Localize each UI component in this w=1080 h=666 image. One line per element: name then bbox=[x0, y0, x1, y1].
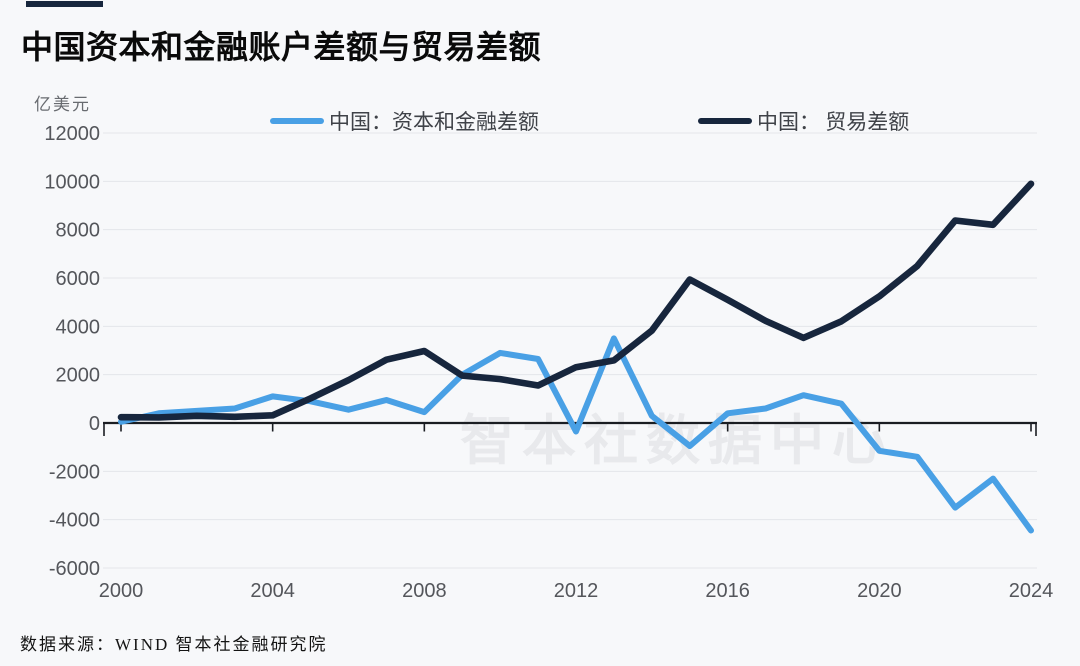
y-tick-label: 0 bbox=[89, 413, 100, 435]
x-tick-label: 2020 bbox=[857, 580, 902, 602]
x-tick-label: 2008 bbox=[402, 580, 447, 602]
watermark: 智本社数据中心 bbox=[460, 411, 894, 471]
y-tick-label: 2000 bbox=[56, 365, 101, 387]
y-tick-label: 6000 bbox=[56, 268, 101, 290]
y-axis-unit-label: 亿美元 bbox=[34, 95, 91, 114]
y-tick-label: 8000 bbox=[56, 220, 101, 242]
x-tick-label: 2000 bbox=[99, 580, 144, 602]
legend-label-trade: 中国： 贸易差额 bbox=[757, 110, 910, 134]
y-tick-label: -6000 bbox=[49, 558, 100, 580]
x-tick-label: 2016 bbox=[705, 580, 750, 602]
page-title: 中国资本和金融账户差额与贸易差额 bbox=[21, 29, 542, 65]
legend-label-capital: 中国：资本和金融差额 bbox=[329, 110, 539, 134]
legend-item-trade: 中国： 贸易差额 bbox=[698, 108, 909, 134]
y-tick-label: -4000 bbox=[49, 510, 100, 532]
x-tick-label: 2012 bbox=[554, 580, 599, 602]
series-line-trade bbox=[117, 180, 1035, 421]
x-tick-label: 2004 bbox=[250, 580, 295, 602]
x-tick-label: 2024 bbox=[1009, 580, 1054, 602]
series-line-capital bbox=[118, 335, 1034, 534]
y-tick-label: 10000 bbox=[44, 171, 100, 193]
y-tick-label: -2000 bbox=[49, 461, 100, 483]
y-tick-label: 12000 bbox=[44, 123, 100, 145]
legend-item-capital: 中国：资本和金融差额 bbox=[270, 108, 539, 134]
y-tick-label: 4000 bbox=[56, 316, 101, 338]
legend-swatch-trade bbox=[698, 118, 752, 124]
legend-swatch-capital bbox=[270, 118, 324, 124]
accent-bar bbox=[26, 1, 103, 7]
source-note: 数据来源：WIND 智本社金融研究院 bbox=[20, 635, 328, 654]
